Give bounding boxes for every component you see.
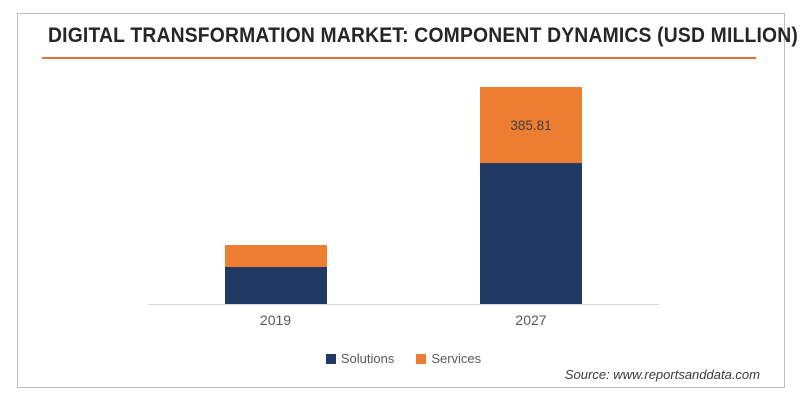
title-underline <box>42 57 756 59</box>
legend: Solutions Services <box>148 351 659 366</box>
chart-title: DIGITAL TRANSFORMATION MARKET: COMPONENT… <box>48 24 799 47</box>
x-axis-tick-label-2019: 2019 <box>259 312 292 328</box>
bar-segment-solutions-2027 <box>480 163 582 304</box>
legend-item-services: Services <box>416 351 481 366</box>
legend-label-services: Services <box>431 351 482 366</box>
x-axis-tick-label-2027: 2027 <box>515 312 547 328</box>
source-credit: Source: www.reportsanddata.com <box>564 367 760 382</box>
services-swatch <box>416 353 427 364</box>
legend-label-solutions: Solutions <box>340 351 395 366</box>
chart-card: DIGITAL TRANSFORMATION MARKET: COMPONENT… <box>17 13 798 388</box>
bar-segment-services-2019 <box>224 244 327 267</box>
plot-area: 2019 385.81 2027 <box>18 14 784 387</box>
solutions-swatch <box>325 353 336 364</box>
bar-segment-services-2027: 385.81 <box>480 87 582 164</box>
legend-item-solutions: Solutions <box>325 351 395 366</box>
x-axis-line <box>148 304 659 305</box>
bar-segment-solutions-2019 <box>224 266 327 304</box>
data-label: 385.81 <box>510 117 552 133</box>
